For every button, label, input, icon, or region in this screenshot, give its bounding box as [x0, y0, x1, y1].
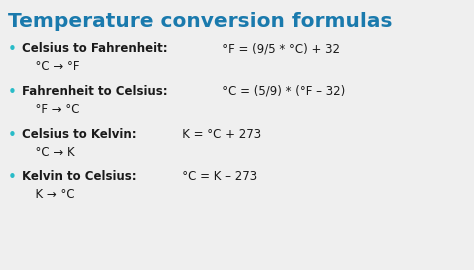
Text: °F → °C: °F → °C: [28, 103, 80, 116]
Text: Fahrenheit to Celsius:: Fahrenheit to Celsius:: [22, 85, 168, 98]
Text: °C → K: °C → K: [28, 146, 74, 159]
Text: Kelvin to Celsius:: Kelvin to Celsius:: [22, 170, 137, 183]
Text: •: •: [8, 42, 17, 57]
Text: •: •: [8, 85, 17, 100]
Text: •: •: [8, 170, 17, 185]
Text: K → °C: K → °C: [28, 188, 74, 201]
Text: °C → °F: °C → °F: [28, 60, 80, 73]
Text: Temperature conversion formulas: Temperature conversion formulas: [8, 12, 392, 31]
Text: Celsius to Fahrenheit:: Celsius to Fahrenheit:: [22, 42, 168, 55]
Text: Celsius to Kelvin:: Celsius to Kelvin:: [22, 128, 137, 141]
Text: °C = (5/9) * (°F – 32): °C = (5/9) * (°F – 32): [211, 85, 346, 98]
Text: °F = (9/5 * °C) + 32: °F = (9/5 * °C) + 32: [211, 42, 340, 55]
Text: •: •: [8, 128, 17, 143]
Text: °C = K – 273: °C = K – 273: [171, 170, 257, 183]
Text: K = °C + 273: K = °C + 273: [171, 128, 261, 141]
